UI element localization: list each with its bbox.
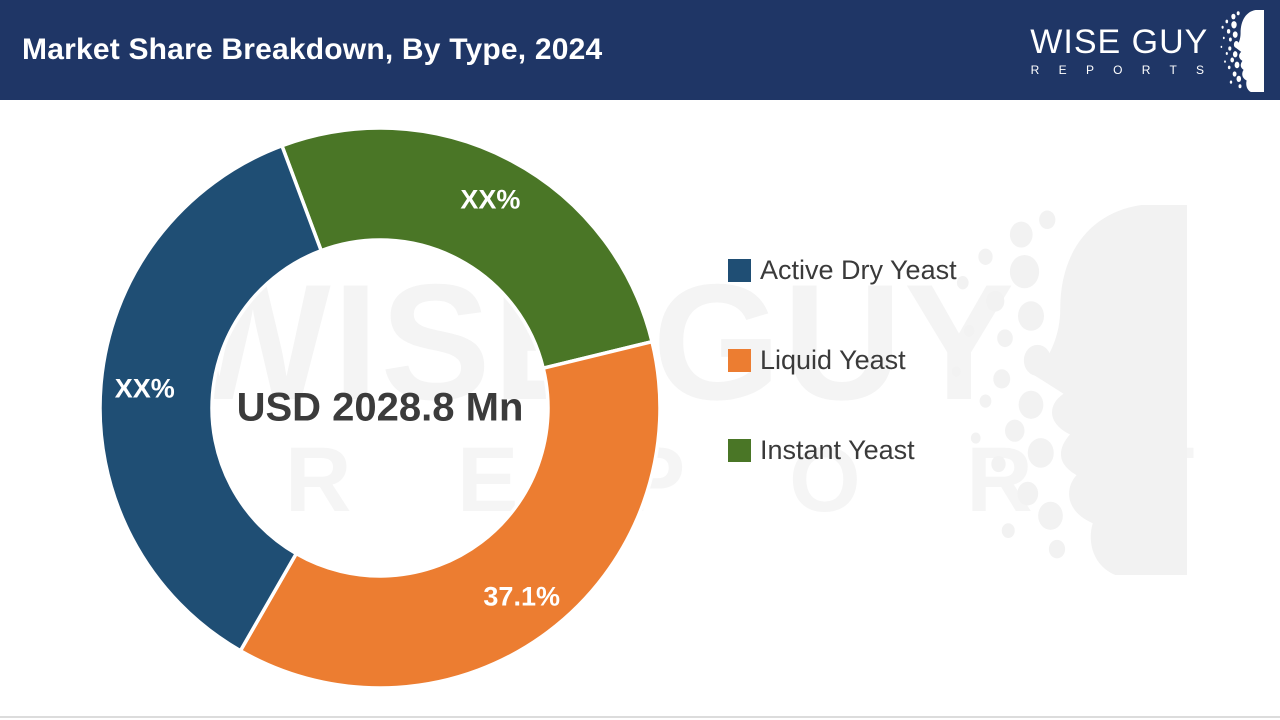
legend-item-liquid-yeast: Liquid Yeast bbox=[728, 344, 957, 375]
logo-wise-guy-label: WISE GUY bbox=[1030, 23, 1209, 62]
segment-value-label: 37.1% bbox=[483, 582, 560, 612]
header-bar: Market Share Breakdown, By Type, 2024 WI… bbox=[0, 0, 1280, 100]
donut-center-value: USD 2028.8 Mn bbox=[236, 385, 524, 430]
chart-legend: Active Dry Yeast Liquid Yeast Instant Ye… bbox=[728, 254, 957, 528]
segment-value-label: XX% bbox=[460, 184, 520, 214]
legend-swatch-icon bbox=[728, 438, 751, 462]
bottom-divider bbox=[0, 716, 1280, 718]
legend-label: Active Dry Yeast bbox=[760, 254, 957, 285]
segment-value-label: XX% bbox=[115, 374, 175, 404]
legend-label: Liquid Yeast bbox=[760, 344, 906, 375]
donut-segment-active-dry-yeast bbox=[98, 143, 323, 653]
logo-text: WISE GUY R E P O R T S bbox=[1027, 23, 1212, 77]
legend-label: Instant Yeast bbox=[760, 434, 915, 465]
donut-segment-liquid-yeast bbox=[238, 339, 662, 690]
donut-segment-instant-yeast bbox=[280, 126, 654, 370]
page-title: Market Share Breakdown, By Type, 2024 bbox=[22, 33, 603, 66]
legend-swatch-icon bbox=[728, 258, 751, 282]
legend-item-active-dry-yeast: Active Dry Yeast bbox=[728, 254, 957, 285]
wise-guy-reports-logo: WISE GUY R E P O R T S bbox=[1027, 8, 1264, 94]
logo-reports-label: R E P O R T S bbox=[1030, 62, 1212, 77]
legend-item-instant-yeast: Instant Yeast bbox=[728, 434, 957, 465]
legend-swatch-icon bbox=[728, 348, 751, 372]
